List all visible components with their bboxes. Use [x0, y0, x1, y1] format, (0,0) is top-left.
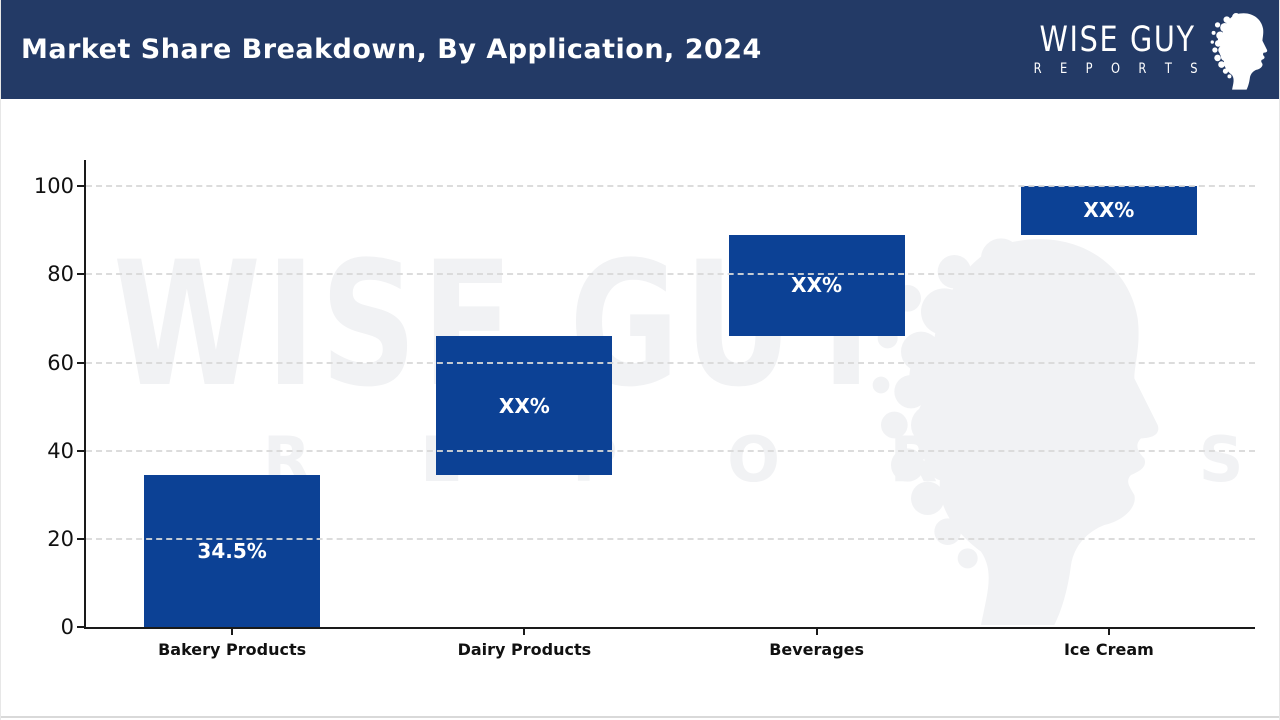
gridline — [86, 449, 1255, 452]
gridline — [86, 273, 1255, 276]
y-tick-label: 40 — [47, 438, 74, 463]
y-tick-label: 0 — [60, 615, 74, 639]
y-tickmark — [77, 273, 86, 276]
gridline — [86, 185, 1255, 188]
y-tickmark — [77, 449, 86, 452]
y-tickmark — [77, 185, 86, 188]
bar-value-label: 34.5% — [197, 538, 267, 563]
x-tickmark — [523, 628, 526, 635]
category-label: Bakery Products — [158, 640, 307, 659]
gridline — [86, 361, 1255, 364]
bar-bakery-products — [144, 474, 321, 627]
header: Market Share Breakdown, By Application, … — [1, 0, 1279, 99]
x-tickmark — [1107, 628, 1110, 635]
y-tick-label: 60 — [47, 350, 74, 375]
page-title: Market Share Breakdown, By Application, … — [21, 34, 762, 65]
y-tickmark — [77, 537, 86, 540]
brand-logo: WISE GUY R E P O R T S — [992, 7, 1273, 93]
bar-beverages — [728, 234, 905, 337]
x-tickmark — [815, 628, 818, 635]
bar-value-label: XX% — [498, 393, 550, 418]
y-tickmark — [77, 626, 86, 628]
y-tick-label: 100 — [33, 174, 74, 199]
bar-value-label: XX% — [791, 273, 843, 298]
y-tick-label: 80 — [47, 262, 74, 287]
brand-name: WISE GUY — [1039, 19, 1196, 60]
category-label: Dairy Products — [457, 640, 592, 659]
y-tickmark — [77, 361, 86, 364]
bar-dairy-products — [436, 336, 613, 475]
x-tickmark — [231, 628, 234, 635]
x-axis-line — [84, 627, 1255, 629]
brand-face-icon — [1210, 12, 1268, 90]
bar-ice-cream — [1020, 186, 1197, 235]
y-tick-label: 20 — [47, 526, 74, 551]
brand-subname: R E P O R T S — [1033, 60, 1205, 77]
bar-value-label: XX% — [1083, 198, 1135, 223]
brand-logo-text: WISE GUY R E P O R T S — [1030, 22, 1205, 78]
category-label: Beverages — [769, 640, 865, 659]
category-label: Ice Cream — [1063, 640, 1154, 659]
y-axis-line — [84, 160, 86, 629]
footer-divider — [1, 716, 1279, 718]
gridline — [86, 537, 1255, 540]
